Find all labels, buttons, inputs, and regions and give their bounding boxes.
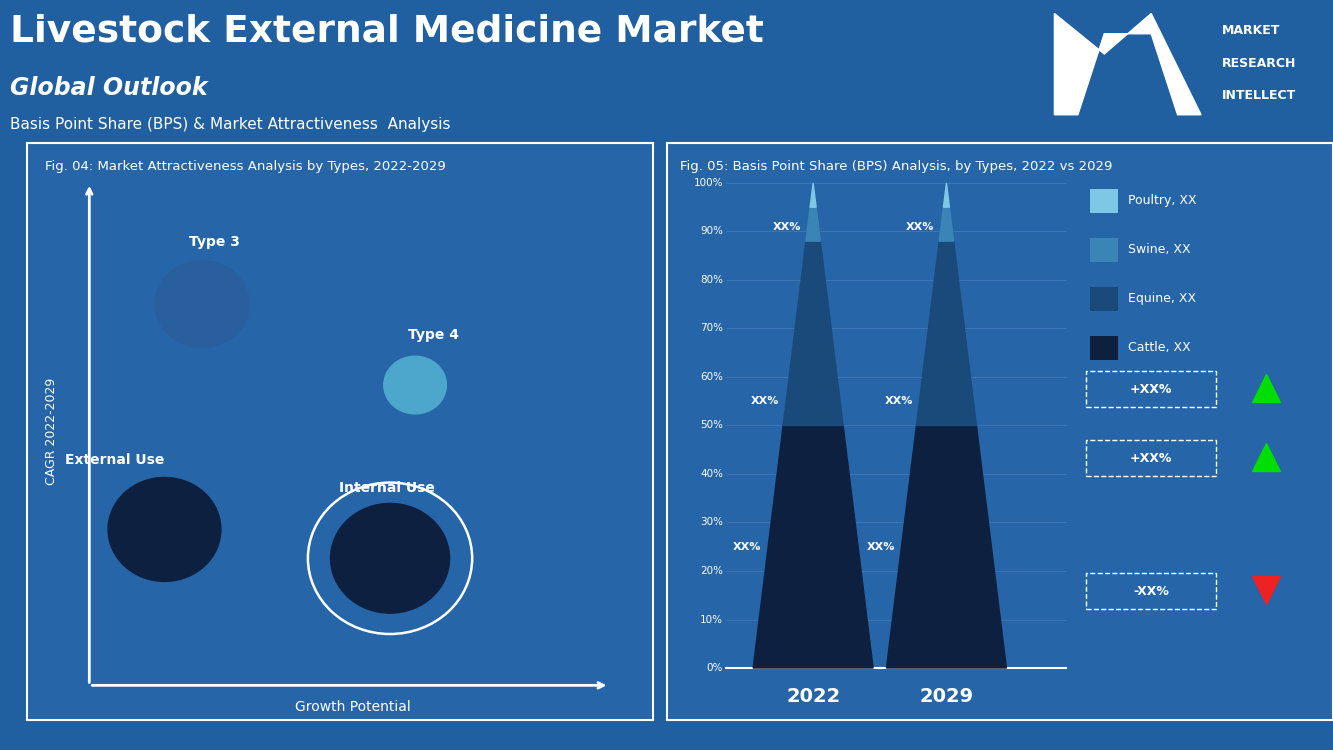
Text: -XX%: -XX%	[1133, 585, 1169, 598]
Text: 90%: 90%	[700, 226, 724, 236]
Text: Swine, XX: Swine, XX	[1129, 243, 1190, 256]
Text: Growth Potential: Growth Potential	[295, 700, 411, 714]
Text: 100%: 100%	[693, 178, 724, 188]
Text: INTELLECT: INTELLECT	[1221, 89, 1296, 102]
Text: External Use: External Use	[65, 453, 164, 467]
Text: RESEARCH: RESEARCH	[1221, 57, 1296, 70]
Text: Cattle, XX: Cattle, XX	[1129, 341, 1192, 354]
Text: Fig. 05: Basis Point Share (BPS) Analysis, by Types, 2022 vs 2029: Fig. 05: Basis Point Share (BPS) Analysi…	[680, 160, 1112, 172]
Polygon shape	[944, 183, 949, 207]
Text: 0%: 0%	[706, 663, 724, 673]
Text: Global Outlook: Global Outlook	[11, 76, 208, 100]
Text: 10%: 10%	[700, 614, 724, 625]
Text: XX%: XX%	[773, 221, 801, 232]
Text: 70%: 70%	[700, 323, 724, 334]
Polygon shape	[886, 425, 1006, 668]
Bar	[1090, 287, 1117, 311]
Polygon shape	[810, 183, 816, 207]
Circle shape	[331, 503, 449, 614]
Text: Poultry, XX: Poultry, XX	[1129, 194, 1197, 207]
Text: 60%: 60%	[700, 372, 724, 382]
Text: XX%: XX%	[866, 542, 894, 552]
Text: Equine, XX: Equine, XX	[1129, 292, 1197, 305]
Text: +XX%: +XX%	[1130, 382, 1172, 395]
Bar	[1090, 336, 1117, 360]
Text: Internal Use: Internal Use	[339, 481, 435, 495]
Text: Type 4: Type 4	[408, 328, 460, 342]
Polygon shape	[753, 425, 873, 668]
Text: +XX%: +XX%	[1130, 452, 1172, 465]
Polygon shape	[1054, 13, 1201, 115]
Text: 2029: 2029	[920, 686, 973, 706]
Text: 2022: 2022	[786, 686, 840, 706]
Text: Fig. 04: Market Attractiveness Analysis by Types, 2022-2029: Fig. 04: Market Attractiveness Analysis …	[45, 160, 447, 172]
Text: 20%: 20%	[700, 566, 724, 576]
Text: CAGR 2022-2029: CAGR 2022-2029	[45, 378, 59, 485]
Text: 80%: 80%	[700, 275, 724, 285]
Text: Livestock External Medicine Market: Livestock External Medicine Market	[11, 13, 764, 50]
Polygon shape	[806, 207, 820, 242]
Bar	[1090, 238, 1117, 262]
Text: XX%: XX%	[906, 221, 934, 232]
Text: 30%: 30%	[700, 518, 724, 527]
Text: XX%: XX%	[733, 542, 761, 552]
Polygon shape	[917, 242, 976, 425]
Circle shape	[384, 356, 447, 414]
Polygon shape	[940, 207, 953, 242]
Circle shape	[108, 478, 221, 581]
Text: XX%: XX%	[750, 396, 780, 406]
Text: 50%: 50%	[700, 421, 724, 430]
Polygon shape	[784, 242, 842, 425]
Text: MARKET: MARKET	[1221, 24, 1280, 38]
Text: XX%: XX%	[884, 396, 913, 406]
Text: Type 3: Type 3	[189, 236, 240, 249]
Text: Basis Point Share (BPS) & Market Attractiveness  Analysis: Basis Point Share (BPS) & Market Attract…	[11, 118, 451, 133]
Circle shape	[155, 261, 249, 347]
Bar	[1090, 189, 1117, 213]
Text: 40%: 40%	[700, 469, 724, 479]
